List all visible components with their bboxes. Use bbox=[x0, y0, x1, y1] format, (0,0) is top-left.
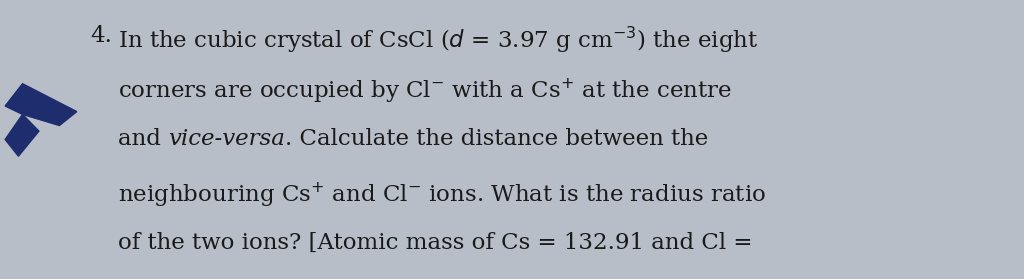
Text: neighbouring Cs$^{+}$ and Cl$^{-}$ ions. What is the radius ratio: neighbouring Cs$^{+}$ and Cl$^{-}$ ions.… bbox=[118, 180, 766, 209]
Text: 4.: 4. bbox=[90, 25, 112, 47]
Polygon shape bbox=[5, 114, 39, 156]
Polygon shape bbox=[5, 84, 77, 126]
Text: In the cubic crystal of CsCl ($d$ = 3.97 g cm$^{-3}$) the eight: In the cubic crystal of CsCl ($d$ = 3.97… bbox=[118, 25, 758, 55]
Text: corners are occupied by Cl$^{-}$ with a Cs$^{+}$ at the centre: corners are occupied by Cl$^{-}$ with a … bbox=[118, 77, 732, 105]
Text: of the two ions? [Atomic mass of Cs = 132.91 and Cl =: of the two ions? [Atomic mass of Cs = 13… bbox=[118, 232, 753, 254]
Text: . Calculate the distance between the: . Calculate the distance between the bbox=[285, 128, 708, 150]
Text: vice-versa: vice-versa bbox=[168, 128, 285, 150]
Text: and: and bbox=[118, 128, 168, 150]
